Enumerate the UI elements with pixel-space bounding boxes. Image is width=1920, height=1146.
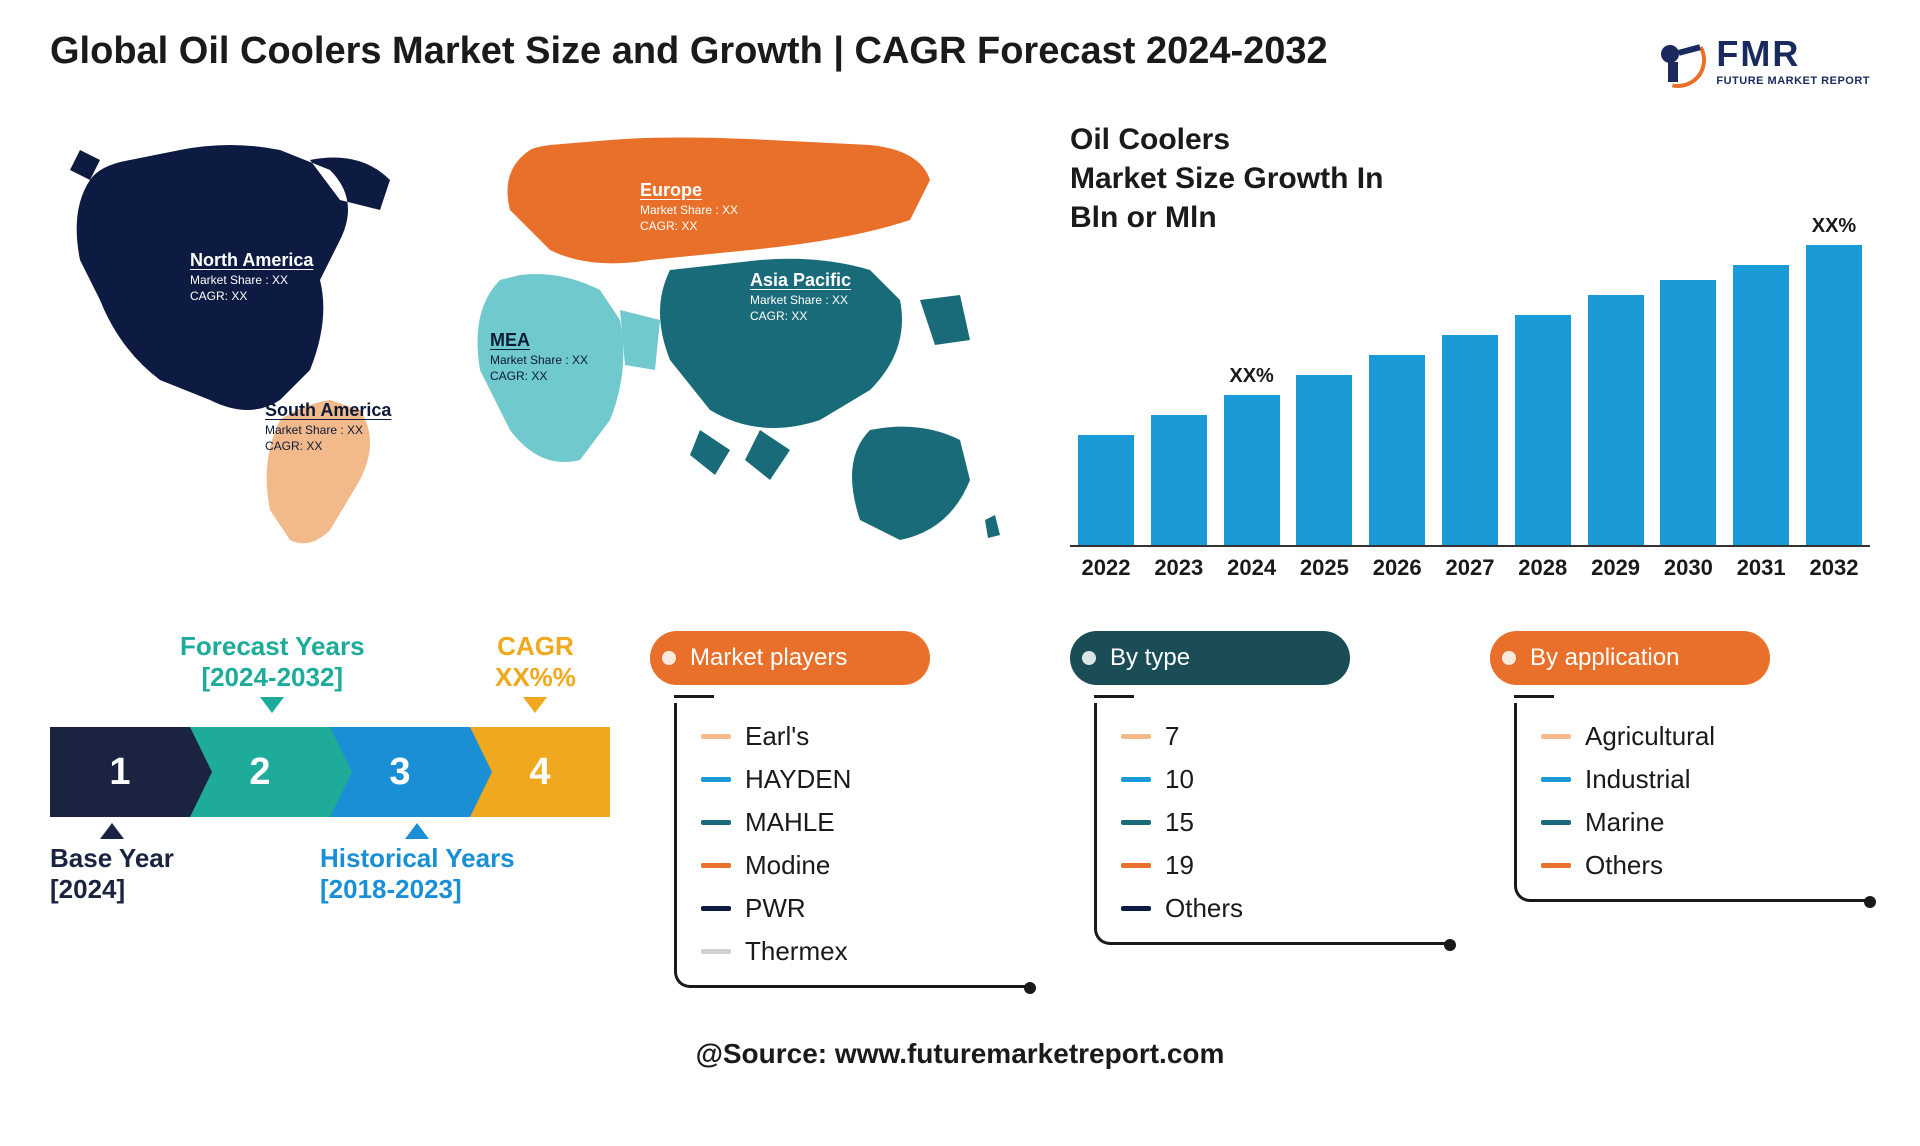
category-item: 7 — [1121, 715, 1450, 758]
x-axis-label: 2023 — [1148, 555, 1210, 581]
category-header: By application — [1490, 631, 1770, 685]
source-attribution: @Source: www.futuremarketreport.com — [50, 1038, 1870, 1070]
x-axis-label: 2025 — [1293, 555, 1355, 581]
category-item: Others — [1121, 887, 1450, 930]
x-axis-label: 2030 — [1657, 555, 1719, 581]
fmr-logo: FMR FUTURE MARKET REPORT — [1648, 30, 1870, 90]
historical-years-label: Historical Years [2018-2023] — [320, 823, 515, 905]
x-axis-label: 2022 — [1075, 555, 1137, 581]
category-header: Market players — [650, 631, 930, 685]
growth-bar-chart: Oil CoolersMarket Size Growth InBln or M… — [1070, 120, 1870, 581]
x-axis-label: 2028 — [1512, 555, 1574, 581]
logo-text-sub: FUTURE MARKET REPORT — [1716, 75, 1870, 87]
category-item: Earl's — [701, 715, 1030, 758]
category-item: MAHLE — [701, 801, 1030, 844]
bar-2028 — [1512, 315, 1574, 545]
cagr-label: CAGR XX%% — [495, 631, 576, 713]
category-item: 15 — [1121, 801, 1450, 844]
bar-2027 — [1439, 335, 1501, 545]
category-item: Others — [1541, 844, 1870, 887]
forecast-years-label: Forecast Years [2024-2032] — [180, 631, 365, 713]
region-label-europe: EuropeMarket Share : XXCAGR: XX — [640, 180, 738, 233]
x-axis-label: 2031 — [1730, 555, 1792, 581]
bar-2023 — [1148, 415, 1210, 545]
page-title: Global Oil Coolers Market Size and Growt… — [50, 30, 1328, 73]
bar-2031 — [1730, 265, 1792, 545]
region-label-asia-pacific: Asia PacificMarket Share : XXCAGR: XX — [750, 270, 851, 323]
category-item: HAYDEN — [701, 758, 1030, 801]
region-label-mea: MEAMarket Share : XXCAGR: XX — [490, 330, 588, 383]
timeline-infographic: Forecast Years [2024-2032] CAGR XX%% 123… — [50, 631, 610, 988]
base-year-label: Base Year [2024] — [50, 823, 174, 905]
category-by-application: By application AgriculturalIndustrialMar… — [1490, 631, 1870, 988]
timeline-segment-1: 1 — [50, 727, 190, 817]
category-header: By type — [1070, 631, 1350, 685]
x-axis-label: 2027 — [1439, 555, 1501, 581]
bar-2026 — [1366, 355, 1428, 545]
category-item: 19 — [1121, 844, 1450, 887]
category-item: Modine — [701, 844, 1030, 887]
bar-2022 — [1075, 435, 1137, 545]
region-label-south-america: South AmericaMarket Share : XXCAGR: XX — [265, 400, 391, 453]
bar-2025 — [1293, 375, 1355, 545]
x-axis-label: 2029 — [1585, 555, 1647, 581]
logo-text-main: FMR — [1716, 33, 1870, 75]
chart-title: Oil CoolersMarket Size Growth InBln or M… — [1070, 120, 1870, 237]
category-item: PWR — [701, 887, 1030, 930]
fmr-logo-icon — [1648, 30, 1708, 90]
region-label-north-america: North AmericaMarket Share : XXCAGR: XX — [190, 250, 313, 303]
category-market-players: Market players Earl'sHAYDENMAHLEModinePW… — [650, 631, 1030, 988]
category-item: Industrial — [1541, 758, 1870, 801]
world-map: North AmericaMarket Share : XXCAGR: XX So… — [50, 120, 1030, 550]
bar-2030 — [1657, 280, 1719, 545]
category-item: Agricultural — [1541, 715, 1870, 758]
x-axis-label: 2024 — [1221, 555, 1283, 581]
bar-2029 — [1585, 295, 1647, 545]
category-item: Thermex — [701, 930, 1030, 973]
x-axis-label: 2032 — [1803, 555, 1865, 581]
bar-2032: XX% — [1803, 245, 1865, 545]
category-item: 10 — [1121, 758, 1450, 801]
bar-2024: XX% — [1221, 395, 1283, 545]
category-item: Marine — [1541, 801, 1870, 844]
x-axis-label: 2026 — [1366, 555, 1428, 581]
category-by-type: By type 7101519Others — [1070, 631, 1450, 988]
